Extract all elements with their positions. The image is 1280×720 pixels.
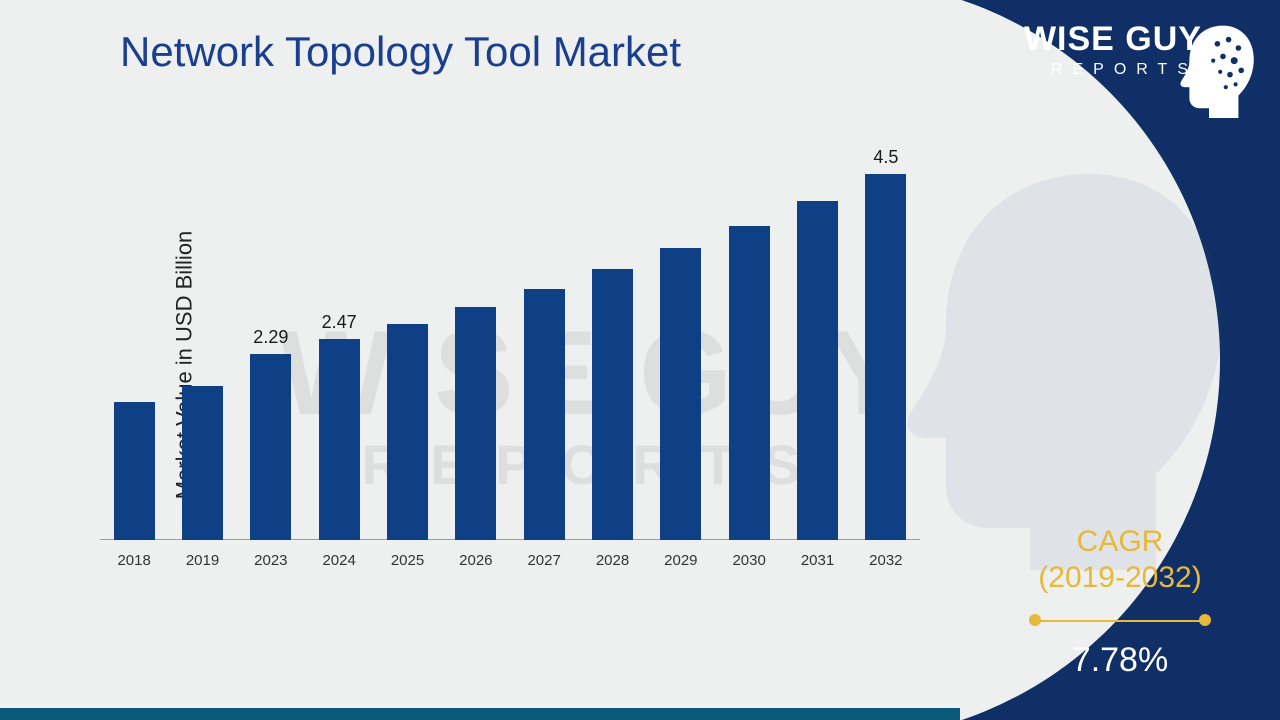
x-tick-label: 2018 [104,552,164,569]
bar-rect [797,201,838,540]
bar-rect [114,402,155,540]
logo-head-icon [1174,20,1258,118]
bar-column: 2026 [455,307,496,540]
infographic-canvas: WISE GUY REPORTS Network Topology Tool M… [0,0,1280,720]
x-tick-label: 2025 [378,552,438,569]
bar-column: 2.292023 [250,354,291,540]
bar-chart: Market Value in USD Billion 201820192.29… [60,150,920,580]
bar-column: 2029 [660,248,701,540]
cagr-value: 7.78% [1000,641,1240,680]
x-tick-label: 2026 [446,552,506,569]
cagr-period: (2019-2032) [1000,561,1240,595]
bar-rect [865,174,906,540]
bar-column: 2025 [387,324,428,540]
bar-column: 4.52032 [865,174,906,540]
x-tick-label: 2019 [173,552,233,569]
brand-logo: WISE GUY REPORTS [1002,20,1262,79]
bar-rect [524,289,565,540]
bar-column: 2027 [524,289,565,540]
bar-column: 2019 [182,386,223,540]
bar-column: 2028 [592,269,633,540]
x-tick-label: 2031 [788,552,848,569]
bar-rect [250,354,291,540]
bar-value-label: 4.5 [873,147,898,168]
chart-title: Network Topology Tool Market [120,28,681,76]
x-tick-label: 2027 [514,552,574,569]
cagr-divider [1035,613,1205,627]
bar-rect [182,386,223,540]
x-tick-label: 2024 [309,552,369,569]
x-tick-label: 2032 [856,552,916,569]
logo-main-text: WISE GUY [1002,20,1202,59]
bar-column: 2031 [797,201,838,540]
logo-sub-text: REPORTS [1002,61,1202,79]
bottom-accent-bar [0,708,960,720]
bar-rect [660,248,701,540]
plot-area: 2018 2019 2.292023 2.472024 2025 2026 2027 2028… [100,150,920,540]
bar-value-label: 2.29 [253,327,288,348]
bar-rect [455,307,496,540]
bar-column: 2030 [729,226,770,540]
bar-rect [592,269,633,540]
bar-rect [319,339,360,540]
x-tick-label: 2029 [651,552,711,569]
bar-column: 2018 [114,402,155,540]
bar-value-label: 2.47 [322,312,357,333]
x-tick-label: 2023 [241,552,301,569]
x-tick-label: 2028 [583,552,643,569]
cagr-block: CAGR (2019-2032) 7.78% [1000,525,1240,680]
bar-column: 2.472024 [319,339,360,540]
x-tick-label: 2030 [719,552,779,569]
bar-rect [387,324,428,540]
bar-rect [729,226,770,540]
cagr-label: CAGR [1000,525,1240,559]
